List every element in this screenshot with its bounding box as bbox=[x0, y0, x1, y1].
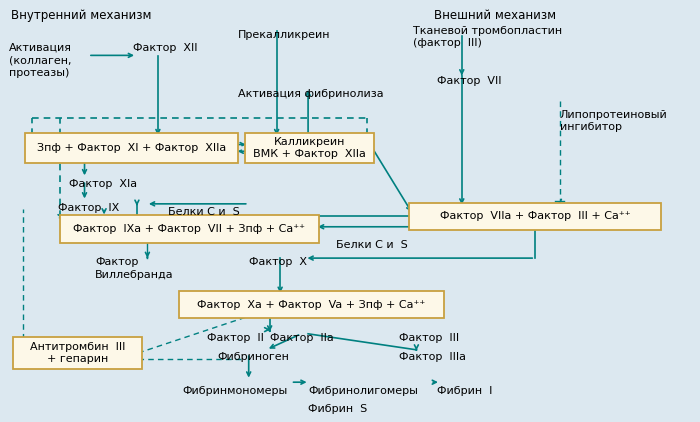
Text: Фибрин  I: Фибрин I bbox=[438, 386, 493, 395]
Text: Фактор  X: Фактор X bbox=[248, 257, 307, 267]
Text: Фибриноген: Фибриноген bbox=[217, 352, 289, 362]
Text: Фактор  XIa: Фактор XIa bbox=[69, 179, 137, 189]
Text: Фактор  IIa: Фактор IIa bbox=[270, 333, 333, 343]
Text: Прекалликреин: Прекалликреин bbox=[238, 30, 330, 40]
Text: Активация
(коллаген,
протеазы): Активация (коллаген, протеазы) bbox=[9, 43, 72, 78]
Text: Фибринолигомеры: Фибринолигомеры bbox=[308, 386, 418, 395]
Text: Фактор  IIIa: Фактор IIIa bbox=[399, 352, 466, 362]
Text: Активация фибринолиза: Активация фибринолиза bbox=[238, 89, 384, 99]
Text: Фактор  III: Фактор III bbox=[399, 333, 459, 343]
FancyBboxPatch shape bbox=[245, 133, 374, 162]
Text: Тканевой тромбопластин
(фактор  III): Тканевой тромбопластин (фактор III) bbox=[413, 26, 562, 49]
Text: Фактор  IX: Фактор IX bbox=[58, 203, 119, 213]
Text: Белки С и  S: Белки С и S bbox=[169, 207, 240, 217]
FancyBboxPatch shape bbox=[60, 215, 318, 243]
Text: Фибрин  S: Фибрин S bbox=[308, 404, 368, 414]
Text: Внешний механизм: Внешний механизм bbox=[434, 9, 556, 22]
Text: Фибринмономеры: Фибринмономеры bbox=[182, 386, 288, 395]
Text: Внутренний механизм: Внутренний механизм bbox=[11, 9, 152, 22]
Text: Фактор  VIIa + Фактор  III + Ca⁺⁺: Фактор VIIa + Фактор III + Ca⁺⁺ bbox=[440, 211, 631, 221]
FancyBboxPatch shape bbox=[13, 337, 142, 369]
Text: Фактор
Виллебранда: Фактор Виллебранда bbox=[95, 257, 174, 280]
FancyBboxPatch shape bbox=[410, 203, 661, 230]
Text: Фактор  IXa + Фактор  VII + Зпф + Ca⁺⁺: Фактор IXa + Фактор VII + Зпф + Ca⁺⁺ bbox=[74, 224, 305, 234]
Text: Липопротеиновый
ингибитор: Липопротеиновый ингибитор bbox=[559, 110, 667, 133]
Text: Фактор  Xa + Фактор  Va + Зпф + Ca⁺⁺: Фактор Xa + Фактор Va + Зпф + Ca⁺⁺ bbox=[197, 300, 426, 310]
Text: Зпф + Фактор  XI + Фактор  XIIa: Зпф + Фактор XI + Фактор XIIa bbox=[37, 143, 226, 153]
Text: Калликреин
ВМК + Фактор  XIIa: Калликреин ВМК + Фактор XIIa bbox=[253, 137, 366, 159]
Text: Фактор  II: Фактор II bbox=[206, 333, 264, 343]
Text: Белки С и  S: Белки С и S bbox=[336, 241, 408, 250]
Text: Фактор  XII: Фактор XII bbox=[134, 43, 198, 53]
FancyBboxPatch shape bbox=[178, 291, 444, 318]
Text: Фактор  VII: Фактор VII bbox=[438, 76, 502, 87]
FancyBboxPatch shape bbox=[25, 133, 238, 162]
Text: Антитромбин  III
+ гепарин: Антитромбин III + гепарин bbox=[29, 342, 125, 364]
